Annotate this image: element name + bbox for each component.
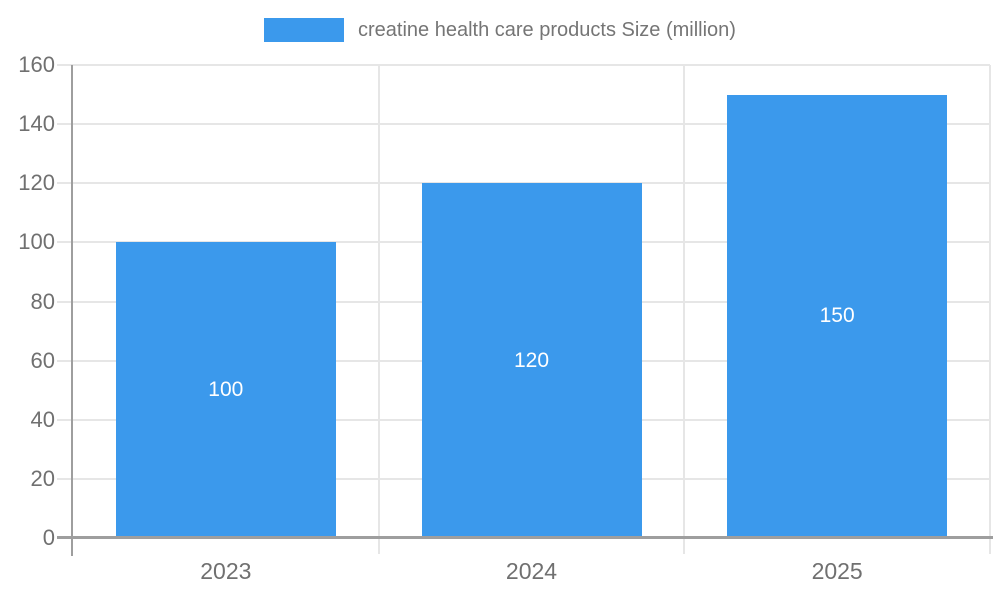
bar-value-label: 120 <box>513 348 550 372</box>
y-tick-label: 0 <box>42 525 55 550</box>
legend-swatch-icon <box>264 18 345 42</box>
x-tick-label: 2023 <box>200 558 252 584</box>
y-tick-label: 80 <box>30 288 55 314</box>
h-gridline <box>57 123 990 126</box>
v-gridline <box>683 65 686 554</box>
v-gridline <box>377 65 380 554</box>
bar[interactable]: 150 <box>727 94 948 538</box>
bar-value-label: 100 <box>208 378 244 402</box>
y-axis-line <box>71 65 73 556</box>
y-tick-label: 160 <box>18 52 55 77</box>
x-tick-label: 2024 <box>505 558 558 584</box>
x-tick-label: 2025 <box>811 558 863 584</box>
x-axis-line <box>57 536 993 539</box>
chart-legend[interactable]: creatine health care products Size (mill… <box>0 18 1000 42</box>
plot-area: 100 120 150 <box>57 64 993 556</box>
bar-value-label: 150 <box>819 304 855 328</box>
y-tick-label: 60 <box>30 347 55 373</box>
y-tick-label: 40 <box>30 406 55 432</box>
bar[interactable]: 100 <box>115 242 336 538</box>
legend-label: creatine health care products Size (mill… <box>358 18 736 41</box>
v-gridline <box>989 65 991 554</box>
y-tick-label: 20 <box>30 465 55 491</box>
y-tick-label: 140 <box>18 111 55 137</box>
y-tick-label: 100 <box>18 229 55 255</box>
h-gridline <box>57 64 990 66</box>
y-tick-label: 120 <box>18 170 55 196</box>
bar[interactable]: 120 <box>421 183 642 538</box>
